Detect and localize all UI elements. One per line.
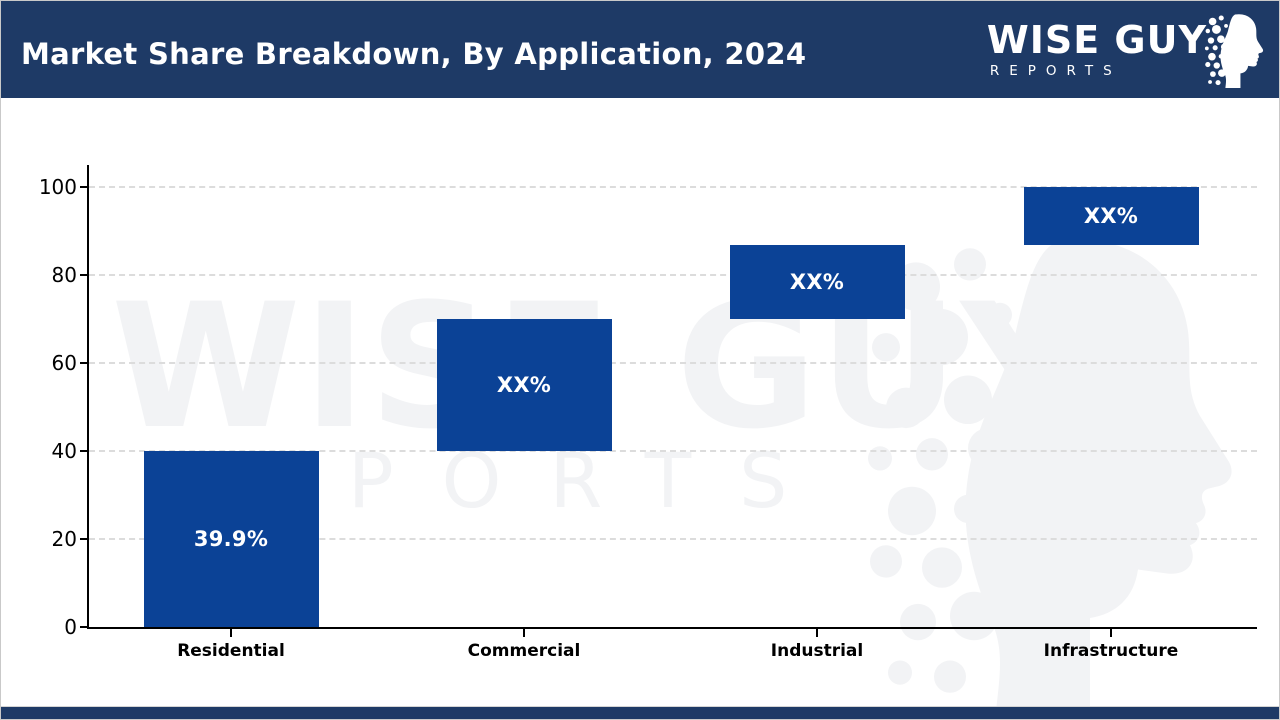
y-tick-100 (80, 186, 89, 188)
y-tick-label-60: 60 (51, 351, 77, 375)
logo-head-icon (1204, 14, 1264, 88)
y-tick-label-100: 100 (38, 175, 77, 199)
y-tick-label-80: 80 (51, 263, 77, 287)
gridline-100 (89, 186, 1257, 188)
x-tick-label-industrial: Industrial (770, 641, 864, 661)
logo-subtext: REPORTS (989, 62, 1122, 79)
logo-wordmark: WISE GUY (986, 18, 1207, 63)
bar-value-label: XX% (1083, 203, 1139, 228)
x-tick-commercial (523, 629, 525, 637)
gridline-20 (89, 538, 1257, 540)
footer-divider (1, 706, 1279, 707)
y-tick-40 (80, 450, 89, 452)
bar-value-label: XX% (789, 269, 845, 294)
bar-industrial: XX% (729, 244, 905, 319)
watermark-head-icon (868, 240, 1232, 711)
x-axis-line (87, 627, 1257, 629)
wiseguy-logo: WISE GUY REPORTS (987, 9, 1267, 91)
footer-bar (1, 707, 1279, 719)
chart-canvas: WISE GUY REPORTS 0 20 40 60 80 100 39.9% XX% XX%… (1, 98, 1279, 711)
x-tick-industrial (816, 629, 818, 637)
bar-value-label: 39.9% (193, 527, 269, 552)
gridline-80 (89, 274, 1257, 276)
y-tick-20 (80, 538, 89, 540)
chart-title: Market Share Breakdown, By Application, … (21, 37, 807, 71)
y-tick-label-40: 40 (51, 439, 77, 463)
bar-commercial: XX% (436, 319, 612, 452)
gridline-60 (89, 362, 1257, 364)
y-tick-label-20: 20 (51, 527, 77, 551)
y-tick-label-0: 0 (64, 615, 77, 639)
x-tick-label-residential: Residential (177, 641, 285, 661)
x-tick-residential (230, 629, 232, 637)
bar-value-label: XX% (496, 373, 552, 398)
gridline-40 (89, 450, 1257, 452)
x-tick-label-commercial: Commercial (467, 641, 581, 661)
header-bar: Market Share Breakdown, By Application, … (1, 1, 1279, 98)
y-tick-60 (80, 362, 89, 364)
x-tick-label-infrastructure: Infrastructure (1043, 641, 1179, 661)
bar-residential: 39.9% (143, 451, 319, 627)
y-tick-80 (80, 274, 89, 276)
y-tick-0 (80, 626, 89, 628)
x-tick-infrastructure (1110, 629, 1112, 637)
bar-infrastructure: XX% (1023, 187, 1199, 245)
y-axis-line (87, 165, 89, 629)
